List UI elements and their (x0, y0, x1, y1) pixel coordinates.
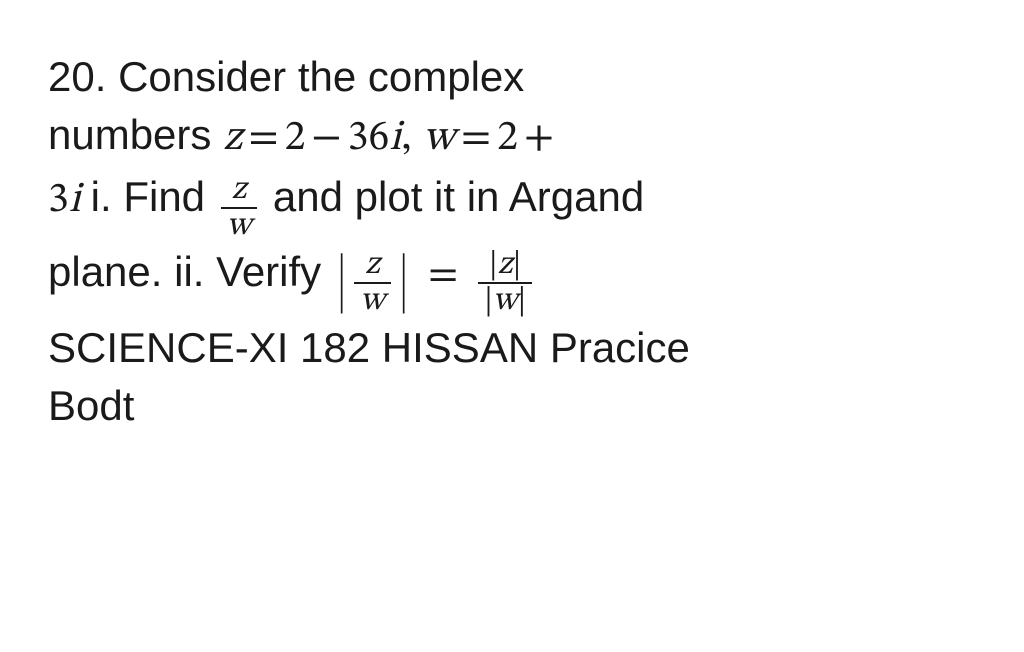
line-1: 20. Consider the complex (48, 48, 984, 106)
math-verify-lhs: | z w | = |z| |w| (333, 254, 536, 296)
fraction-abs-num: z (354, 248, 391, 284)
sym-z: z (223, 117, 242, 159)
fraction-absz-over-absw: |z| |w| (478, 248, 532, 319)
absw-inner: w (493, 284, 518, 317)
line-4: plane. ii. Verify | z w | = |z| |w| (48, 243, 984, 318)
line-3: 3i i. Find z w and plot it in Argand (48, 168, 984, 243)
num-2a: 2 (285, 117, 306, 159)
fraction-absz: |z| (478, 248, 532, 284)
sym-i-1: i (389, 117, 401, 159)
fraction-abs-den: w (354, 284, 391, 318)
sym-plus: + (518, 117, 560, 159)
fraction-abs-zw: z w (354, 248, 391, 319)
sym-minus: − (305, 117, 347, 159)
fraction-absw: |w| (478, 284, 532, 318)
fraction-z-over-w: z w (221, 173, 258, 244)
verify-text: Verify (216, 248, 321, 295)
question-block: 20. Consider the complex numbers z=2−36i… (0, 0, 1024, 652)
math-w-tail: 3i (48, 179, 91, 221)
num-2b: 2 (497, 117, 518, 159)
line-2: numbers z=2−36i, w=2+ (48, 106, 984, 168)
line-6: Bodt (48, 377, 984, 435)
sym-comma: , (401, 117, 413, 159)
big-bar-right: | (400, 250, 408, 315)
find-text: Find (123, 173, 205, 220)
plane-text: plane. (48, 248, 162, 295)
sym-w: w (423, 117, 454, 159)
and-plot-text: and plot it in Argand (273, 173, 644, 220)
sym-equals-3: = (422, 254, 464, 296)
footer-line-1: SCIENCE-XI 182 HISSAN Pracice (48, 324, 690, 371)
sym-equals-2: = (455, 117, 497, 159)
part-i-label: i. (91, 173, 112, 220)
fraction-denominator: w (221, 209, 258, 243)
num-3: 3 (48, 179, 69, 221)
big-bar-left: | (338, 250, 346, 315)
fraction-numerator: z (221, 173, 258, 209)
intro-text: Consider the complex (118, 53, 524, 100)
sym-i-2: i (69, 179, 81, 221)
sym-equals: = (242, 117, 284, 159)
num-36: 36 (348, 117, 390, 159)
line-5: SCIENCE-XI 182 HISSAN Pracice (48, 319, 984, 377)
line2-lead: numbers (48, 111, 211, 158)
absz-inner: z (498, 248, 513, 281)
footer-line-2: Bodt (48, 382, 134, 429)
part-ii-label: ii. (174, 248, 204, 295)
math-z-def: z=2−36i, w=2+ (223, 117, 560, 159)
problem-number: 20. (48, 53, 106, 100)
